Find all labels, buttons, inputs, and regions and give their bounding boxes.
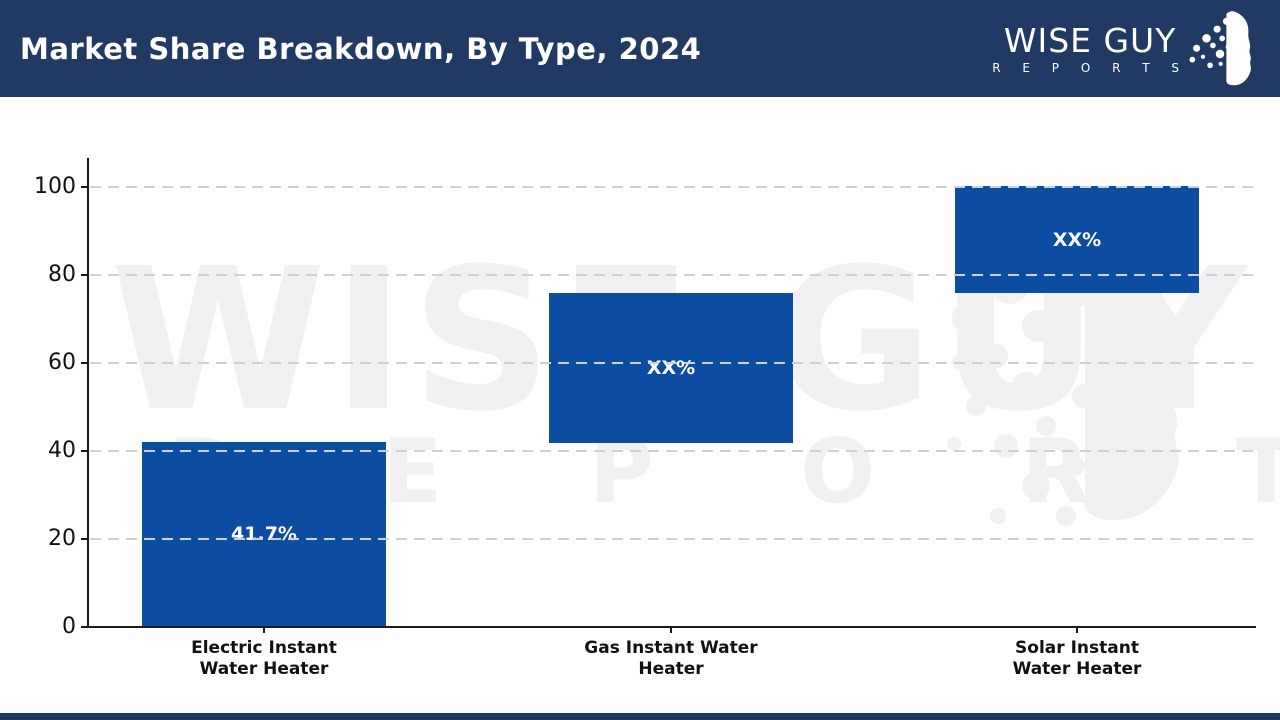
gridline (90, 186, 1256, 188)
y-tick-label: 20 (48, 526, 76, 551)
bar: XX% (549, 293, 793, 443)
y-tick-mark (81, 538, 88, 540)
bar: XX% (955, 186, 1199, 293)
x-category-label-line: Gas Instant Water (584, 638, 758, 658)
wiseguy-logo: WISE GUY R E P O R T S (992, 10, 1252, 88)
x-category-label-line: Electric Instant (191, 638, 337, 658)
header-bar: Market Share Breakdown, By Type, 2024 WI… (0, 0, 1280, 97)
bar: 41.7% (142, 442, 386, 626)
y-tick-label: 60 (48, 350, 76, 375)
y-tick-mark (81, 186, 88, 188)
x-tick-mark (1076, 628, 1078, 633)
logo-wise-guy-text: WISE GUY (1003, 20, 1177, 60)
gridline (90, 274, 1256, 276)
y-tick-label: 80 (48, 262, 76, 287)
y-tick-label: 100 (34, 174, 76, 199)
x-tick-mark (263, 628, 265, 633)
y-axis-line (87, 158, 89, 628)
x-category-label: Gas Instant Water Heater (511, 638, 831, 680)
y-tick-label: 40 (48, 438, 76, 463)
x-tick-mark (670, 628, 672, 633)
bar-value-label: 41.7% (231, 523, 297, 545)
x-axis-line (87, 626, 1256, 628)
y-tick-mark (81, 362, 88, 364)
bar-value-label: XX% (1052, 228, 1102, 251)
x-category-label: Solar Instant Water Heater (917, 638, 1237, 680)
footer-accent-bar (0, 713, 1280, 720)
dotted-face-profile-icon (1189, 10, 1251, 85)
page-title: Market Share Breakdown, By Type, 2024 (20, 31, 702, 66)
x-category-label: Electric Instant Water Heater (104, 638, 424, 680)
y-tick-mark (81, 626, 88, 628)
logo-reports-text: R E P O R T S (992, 60, 1188, 75)
x-category-label-line: Solar Instant (1015, 638, 1139, 658)
logo-text: WISE GUY R E P O R T S (992, 24, 1188, 74)
bar-value-label: XX% (646, 357, 696, 379)
gridline (90, 538, 1256, 540)
x-category-label-line: Heater (638, 659, 704, 679)
y-tick-mark (81, 274, 88, 276)
y-tick-mark (81, 450, 88, 452)
gridline (90, 450, 1256, 452)
y-tick-label: 0 (62, 614, 76, 639)
gridline (90, 362, 1256, 364)
x-category-label-line: Water Heater (1012, 659, 1142, 679)
x-category-label-line: Water Heater (199, 659, 329, 679)
